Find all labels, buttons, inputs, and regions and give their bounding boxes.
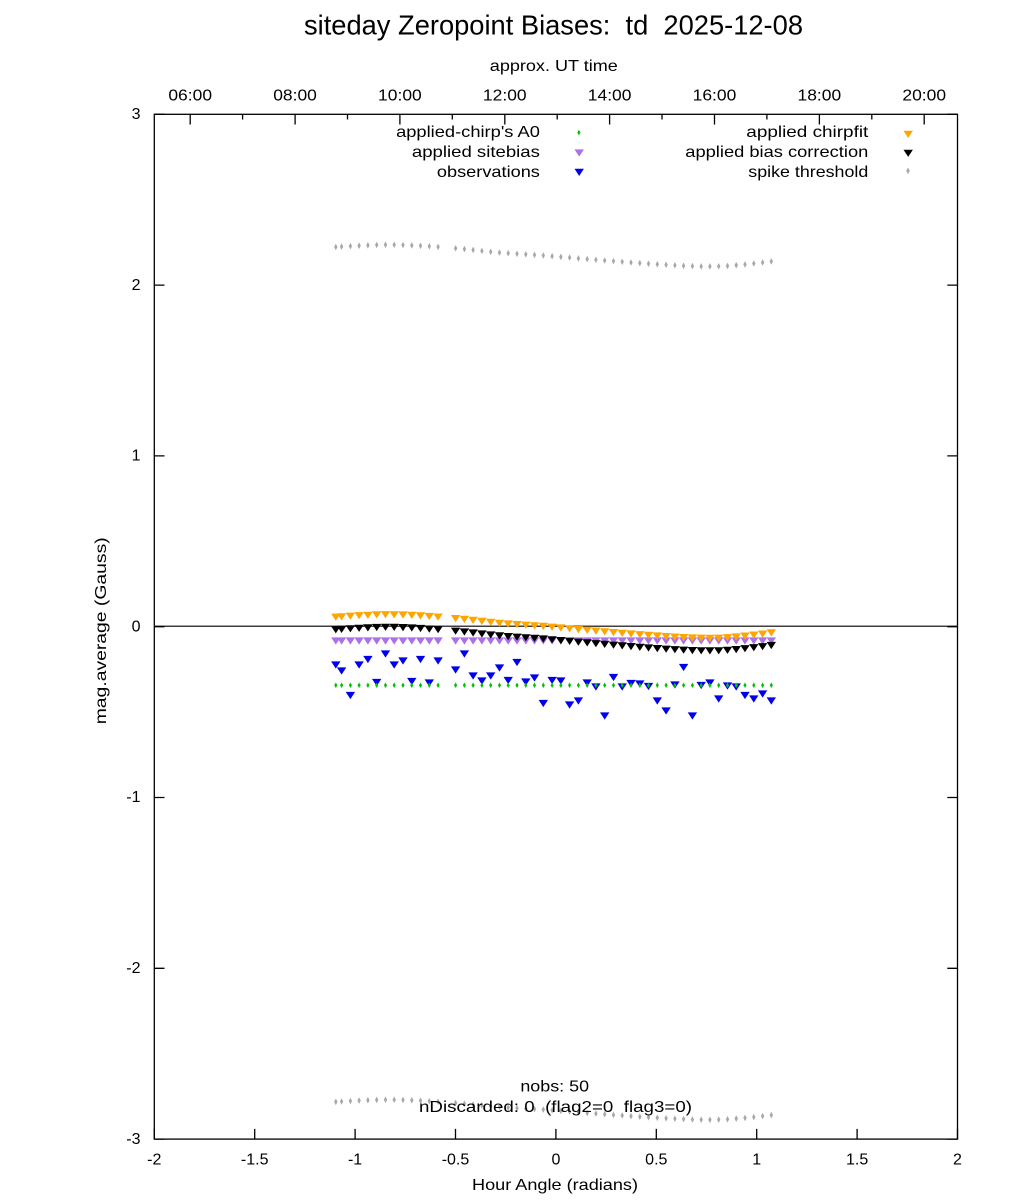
svg-text:-2: -2 bbox=[147, 1151, 161, 1168]
svg-text:08:00: 08:00 bbox=[273, 88, 317, 105]
svg-text:1: 1 bbox=[752, 1151, 761, 1168]
svg-text:14:00: 14:00 bbox=[588, 88, 632, 105]
svg-text:Hour Angle (radians): Hour Angle (radians) bbox=[472, 1177, 638, 1194]
svg-text:applied chirpfit: applied chirpfit bbox=[746, 124, 869, 141]
svg-text:applied bias correction: applied bias correction bbox=[685, 144, 868, 161]
svg-text:2: 2 bbox=[132, 277, 141, 294]
svg-text:20:00: 20:00 bbox=[902, 88, 946, 105]
svg-text:06:00: 06:00 bbox=[168, 88, 212, 105]
svg-text:mag.average (Gauss): mag.average (Gauss) bbox=[93, 537, 110, 724]
svg-text:10:00: 10:00 bbox=[378, 88, 422, 105]
svg-text:1: 1 bbox=[132, 448, 141, 465]
svg-text:1.5: 1.5 bbox=[846, 1151, 868, 1168]
svg-text:3: 3 bbox=[132, 106, 141, 123]
svg-text:applied-chirp's A0: applied-chirp's A0 bbox=[396, 124, 540, 141]
svg-text:-1: -1 bbox=[348, 1151, 362, 1168]
svg-text:observations: observations bbox=[437, 164, 540, 181]
svg-text:nobs: 50: nobs: 50 bbox=[520, 1078, 589, 1095]
svg-text:-2: -2 bbox=[126, 960, 140, 977]
svg-text:-0.5: -0.5 bbox=[442, 1151, 470, 1168]
svg-text:nDiscarded: 0 (flag2=0 flag3: nDiscarded: 0 (flag2=0 flag3=0) bbox=[419, 1099, 692, 1116]
svg-text:2: 2 bbox=[953, 1151, 962, 1168]
svg-text:18:00: 18:00 bbox=[798, 88, 842, 105]
svg-text:-1.5: -1.5 bbox=[241, 1151, 269, 1168]
svg-text:applied sitebias: applied sitebias bbox=[412, 144, 540, 161]
svg-text:0: 0 bbox=[132, 618, 141, 635]
svg-text:0: 0 bbox=[551, 1151, 560, 1168]
svg-text:spike threshold: spike threshold bbox=[748, 164, 868, 181]
svg-text:approx. UT time: approx. UT time bbox=[490, 58, 618, 75]
svg-text:siteday Zeropoint Biases: td: siteday Zeropoint Biases: td 2025-12-08 bbox=[304, 10, 803, 41]
svg-text:16:00: 16:00 bbox=[693, 88, 737, 105]
svg-text:12:00: 12:00 bbox=[483, 88, 527, 105]
svg-text:-1: -1 bbox=[126, 789, 140, 806]
svg-text:0.5: 0.5 bbox=[645, 1151, 667, 1168]
svg-text:-3: -3 bbox=[126, 1131, 140, 1148]
